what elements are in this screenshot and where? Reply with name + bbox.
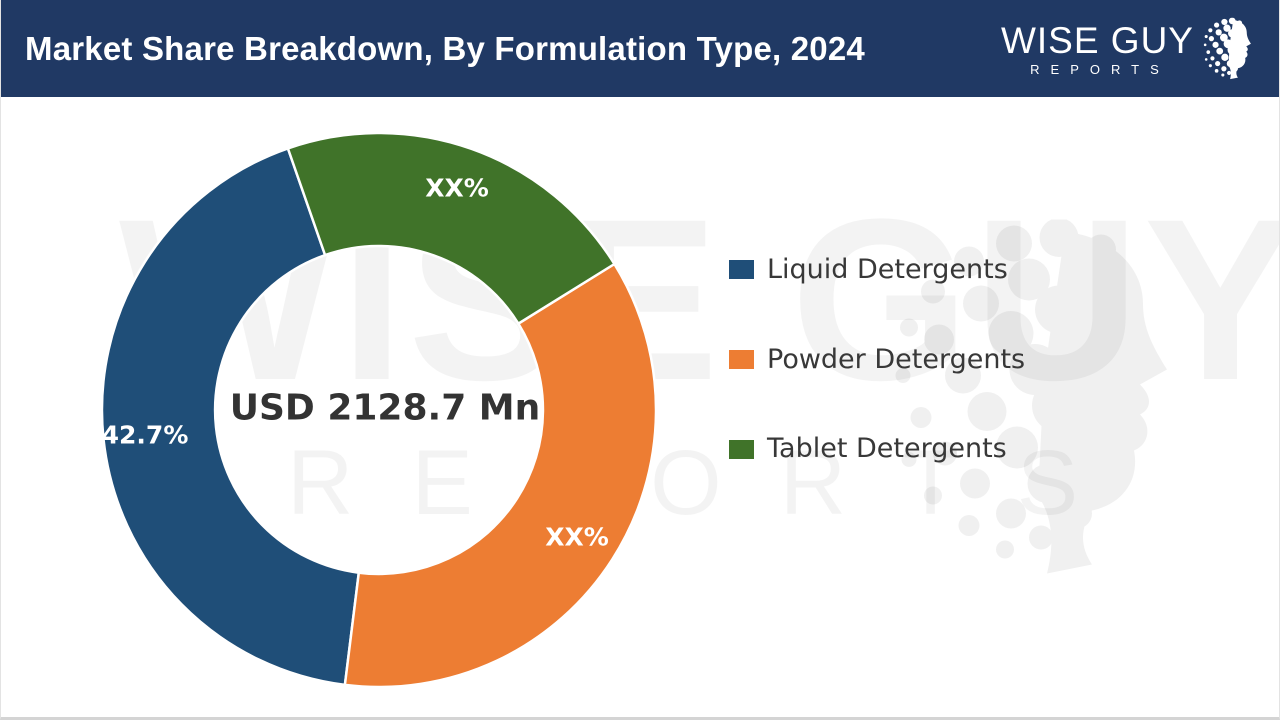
page-title: Market Share Breakdown, By Formulation T… [25,29,865,67]
legend-item-tablet-detergents: Tablet Detergents [729,434,1025,464]
chart-area: WISE GUY REPORTS 42.7%XX%XX% USD 2128.7 … [1,97,1279,717]
legend-swatch-liquid-detergents [729,260,754,280]
header: Market Share Breakdown, By Formulation T… [1,0,1279,97]
legend-label: Tablet Detergents [767,433,1007,465]
legend-swatch-powder-detergents [729,350,754,370]
wise-guy-face-icon [1201,14,1253,84]
legend-label: Powder Detergents [767,343,1026,375]
slice-label-liquid-detergents: 42.7% [101,420,189,450]
donut-segment-powder-detergents [343,262,658,689]
legend-item-liquid-detergents: Liquid Detergents [729,255,1025,285]
logo-brand-sub: REPORTS [1030,61,1170,77]
legend: Liquid Detergents Powder Detergents Tablet… [729,255,1025,464]
slice-label-powder-detergents: XX% [545,522,609,552]
donut-chart [100,131,658,689]
slice-label-tablet-detergents: XX% [425,173,489,203]
chart-center-value: USD 2128.7 Mn [229,387,541,429]
donut-segment-liquid-detergents [100,146,361,687]
logo-brand-name: WISE GUY [1000,19,1194,61]
wise-guy-logo-text: WISE GUY REPORTS [1001,22,1194,76]
legend-label: Liquid Detergents [767,254,1008,285]
wise-guy-logo: WISE GUY REPORTS [1001,14,1253,84]
legend-swatch-tablet-detergents [729,439,754,459]
donut-segment-tablet-detergents [286,131,617,326]
legend-item-powder-detergents: Powder Detergents [729,343,1026,375]
